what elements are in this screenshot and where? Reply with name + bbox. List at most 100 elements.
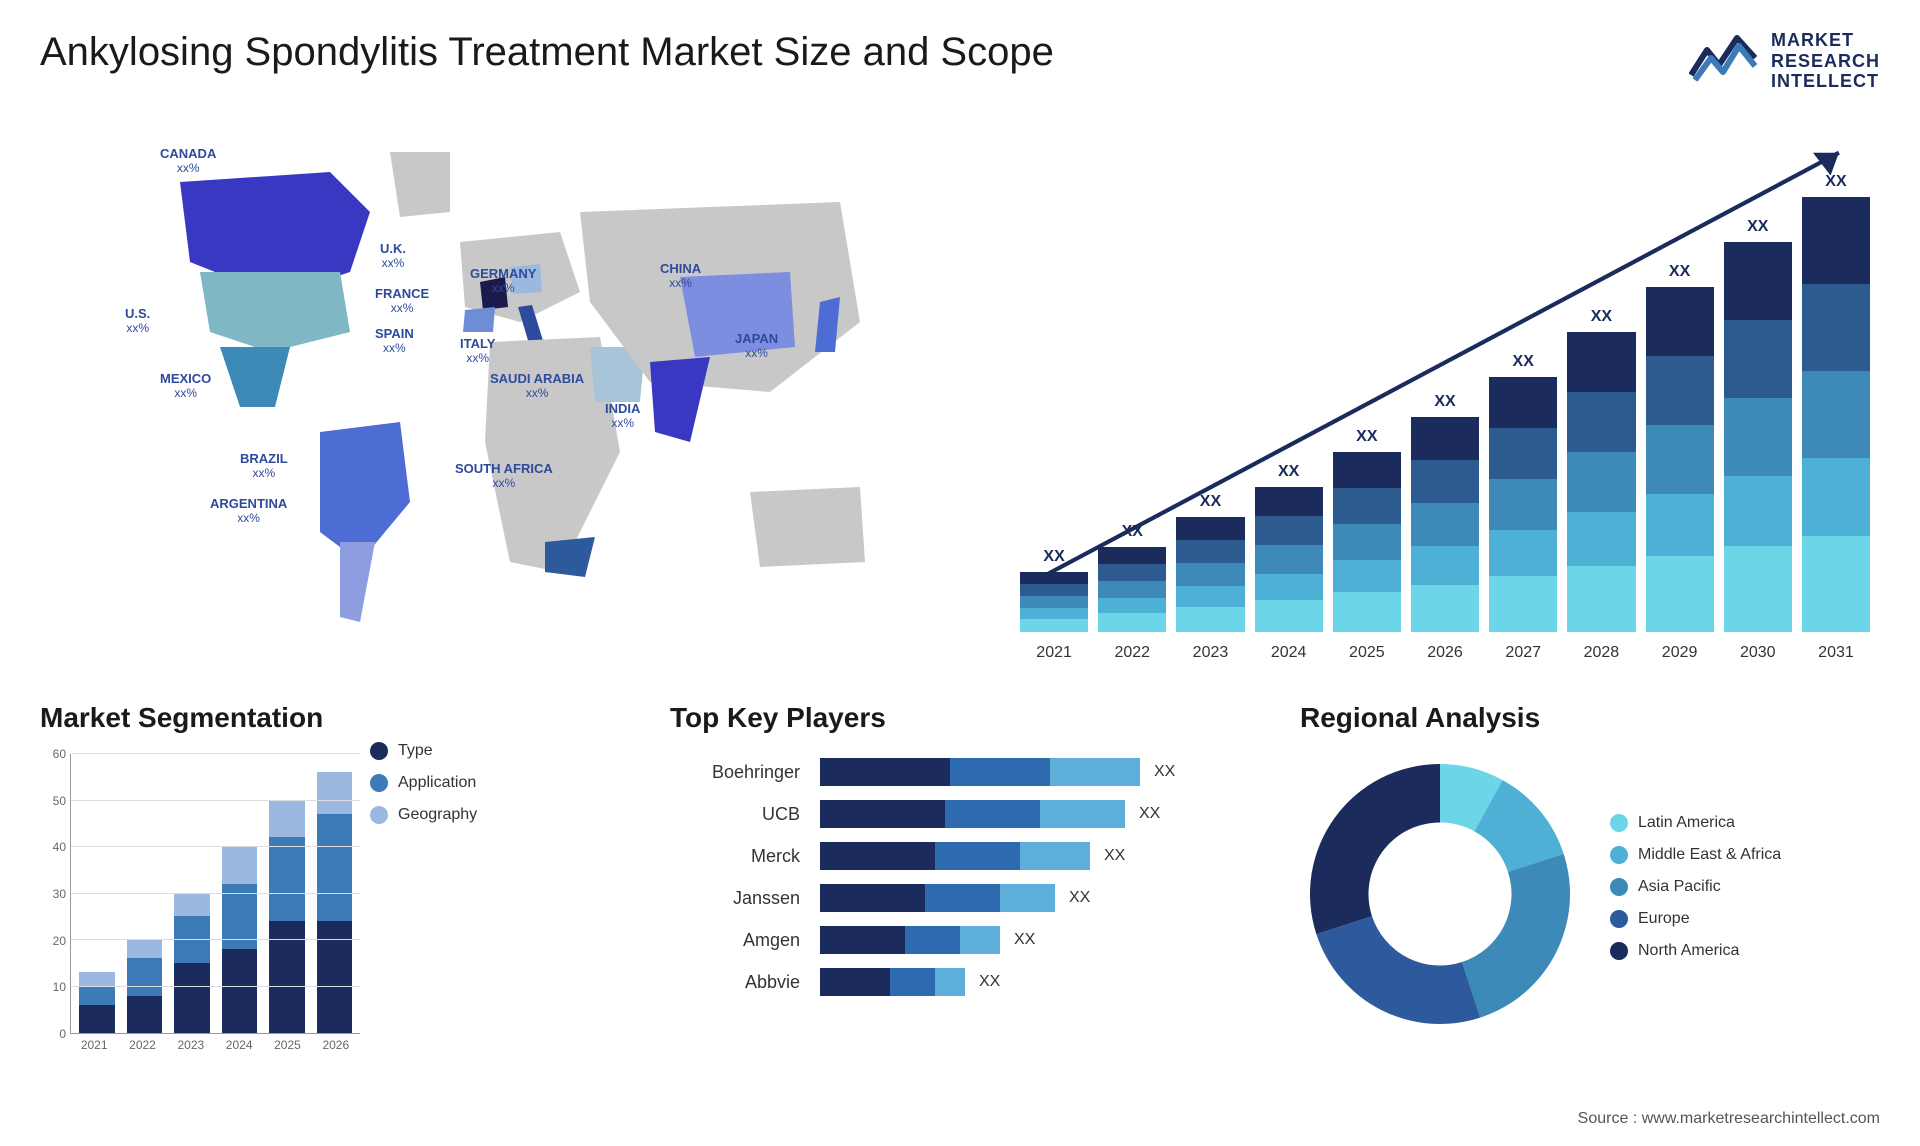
forecast-bar-segment bbox=[1411, 460, 1479, 503]
seg-bar-segment bbox=[317, 772, 353, 814]
forecast-bar-segment bbox=[1724, 320, 1792, 398]
player-bar-row: XX bbox=[820, 842, 1250, 870]
country-label: U.K.xx% bbox=[380, 242, 406, 271]
legend-swatch bbox=[370, 774, 388, 792]
seg-y-tick: 20 bbox=[53, 934, 66, 948]
seg-bar-segment bbox=[317, 814, 353, 921]
forecast-bar-segment bbox=[1098, 547, 1166, 564]
players-title: Top Key Players bbox=[670, 702, 1250, 734]
forecast-bar-segment bbox=[1255, 600, 1323, 632]
legend-swatch bbox=[1610, 942, 1628, 960]
player-bar-segment bbox=[925, 884, 1000, 912]
player-name: Abbvie bbox=[670, 968, 800, 996]
forecast-bar-value: XX bbox=[1434, 393, 1455, 411]
player-bar-segment bbox=[1050, 758, 1140, 786]
forecast-bar: XX bbox=[1411, 393, 1479, 632]
forecast-bar-segment bbox=[1176, 563, 1244, 586]
seg-legend: TypeApplicationGeography bbox=[370, 742, 477, 838]
forecast-bar: XX bbox=[1255, 463, 1323, 632]
forecast-bar-segment bbox=[1646, 494, 1714, 556]
gridline bbox=[71, 753, 360, 754]
player-bar-segment bbox=[820, 758, 950, 786]
players-bars: XXXXXXXXXXXX bbox=[820, 754, 1250, 996]
player-name: UCB bbox=[670, 800, 800, 828]
player-bar-segment bbox=[1000, 884, 1055, 912]
player-bar-segment bbox=[905, 926, 960, 954]
forecast-bar-segment bbox=[1333, 452, 1401, 488]
forecast-bar-segment bbox=[1802, 284, 1870, 371]
logo-line3: INTELLECT bbox=[1771, 71, 1880, 92]
seg-year-label: 2025 bbox=[263, 1038, 311, 1052]
player-name: Janssen bbox=[670, 884, 800, 912]
seg-bar-segment bbox=[317, 921, 353, 1033]
forecast-bar-segment bbox=[1411, 417, 1479, 460]
forecast-bar-segment bbox=[1802, 371, 1870, 458]
seg-year-label: 2021 bbox=[70, 1038, 118, 1052]
seg-bar-segment bbox=[269, 837, 305, 921]
gridline bbox=[71, 800, 360, 801]
logo-line2: RESEARCH bbox=[1771, 51, 1880, 72]
forecast-year-label: 2026 bbox=[1411, 644, 1479, 662]
player-bar-segment bbox=[890, 968, 935, 996]
country-label: GERMANYxx% bbox=[470, 267, 536, 296]
player-bar-row: XX bbox=[820, 800, 1250, 828]
seg-year-label: 2026 bbox=[312, 1038, 360, 1052]
seg-bar-segment bbox=[269, 800, 305, 837]
forecast-bar-segment bbox=[1255, 487, 1323, 516]
country-label: U.S.xx% bbox=[125, 307, 150, 336]
forecast-bar-segment bbox=[1802, 197, 1870, 284]
legend-item: Geography bbox=[370, 806, 477, 824]
donut-chart bbox=[1300, 754, 1580, 1034]
forecast-bar-segment bbox=[1567, 512, 1635, 566]
player-bar-segment bbox=[820, 800, 945, 828]
seg-bar-segment bbox=[127, 958, 163, 995]
country-label: SPAINxx% bbox=[375, 327, 414, 356]
country-label: ITALYxx% bbox=[460, 337, 495, 366]
legend-item: Latin America bbox=[1610, 814, 1880, 832]
player-bar-segment bbox=[820, 926, 905, 954]
forecast-bar-segment bbox=[1333, 524, 1401, 560]
country-label: BRAZILxx% bbox=[240, 452, 288, 481]
forecast-bar-segment bbox=[1411, 585, 1479, 632]
player-bar-segment bbox=[950, 758, 1050, 786]
seg-x-axis: 202120222023202420252026 bbox=[40, 1034, 360, 1052]
legend-swatch bbox=[1610, 878, 1628, 896]
legend-item: Asia Pacific bbox=[1610, 878, 1880, 896]
forecast-bar-value: XX bbox=[1513, 353, 1534, 371]
seg-bar bbox=[269, 800, 305, 1033]
source-text: Source : www.marketresearchintellect.com bbox=[1578, 1110, 1880, 1128]
forecast-bar-segment bbox=[1255, 516, 1323, 545]
forecast-bar-segment bbox=[1724, 546, 1792, 632]
player-bar-segment bbox=[960, 926, 1000, 954]
country-label: JAPANxx% bbox=[735, 332, 778, 361]
forecast-bar-value: XX bbox=[1669, 263, 1690, 281]
seg-bar-segment bbox=[79, 972, 115, 986]
forecast-bar-segment bbox=[1567, 332, 1635, 392]
legend-label: Asia Pacific bbox=[1638, 878, 1721, 896]
country-label: FRANCExx% bbox=[375, 287, 429, 316]
country-label: MEXICOxx% bbox=[160, 372, 211, 401]
forecast-bar-segment bbox=[1489, 377, 1557, 428]
player-bar-segment bbox=[820, 968, 890, 996]
bottom-row: Market Segmentation 0102030405060 202120… bbox=[40, 702, 1880, 1052]
forecast-bar: XX bbox=[1489, 353, 1557, 632]
forecast-bar-segment bbox=[1098, 613, 1166, 632]
seg-plot bbox=[70, 754, 360, 1034]
player-value: XX bbox=[1154, 763, 1175, 781]
player-bar-segment bbox=[820, 884, 925, 912]
forecast-x-axis: 2021202220232024202520262027202820292030… bbox=[1020, 636, 1870, 662]
player-bar-segment bbox=[820, 842, 935, 870]
forecast-bar-value: XX bbox=[1356, 428, 1377, 446]
legend-swatch bbox=[1610, 846, 1628, 864]
player-value: XX bbox=[1014, 931, 1035, 949]
seg-bar-segment bbox=[222, 949, 258, 1033]
forecast-bar-segment bbox=[1489, 576, 1557, 632]
forecast-bar-segment bbox=[1098, 581, 1166, 598]
player-value: XX bbox=[979, 973, 1000, 991]
seg-bar-segment bbox=[174, 893, 210, 916]
seg-bar-segment bbox=[269, 921, 305, 1033]
donut-slice bbox=[1316, 916, 1480, 1024]
players-labels: BoehringerUCBMerckJanssenAmgenAbbvie bbox=[670, 754, 800, 996]
seg-bar-segment bbox=[127, 940, 163, 959]
header: Ankylosing Spondylitis Treatment Market … bbox=[40, 30, 1880, 92]
